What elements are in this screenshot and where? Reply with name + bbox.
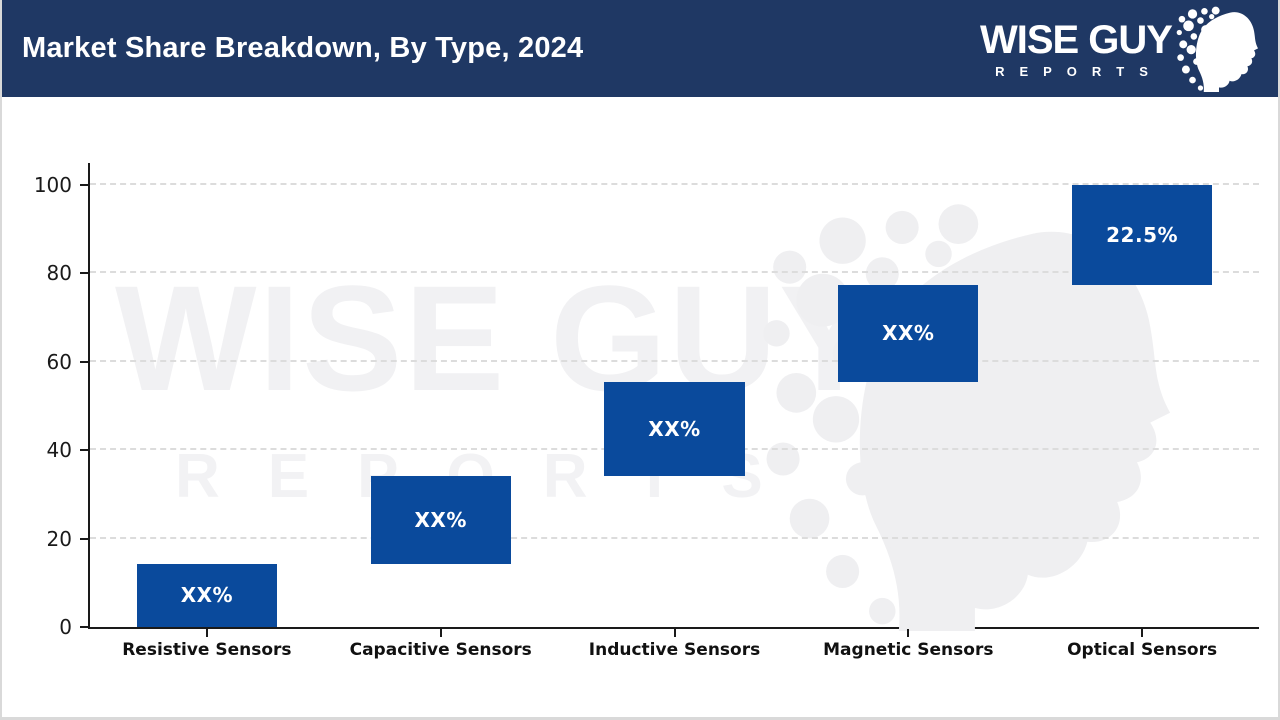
y-axis-tick-80 <box>80 272 88 275</box>
gridline-60 <box>90 359 1259 362</box>
y-axis-tick-label-20: 20 <box>46 526 72 551</box>
y-axis-tick-label-0: 0 <box>59 615 72 639</box>
y-axis-tick-label-40: 40 <box>46 438 72 463</box>
gridline-80 <box>90 271 1259 274</box>
page-title: Market Share Breakdown, By Type, 2024 <box>22 32 584 64</box>
bar-value-label-optical-sensors: 22.5% <box>1106 222 1179 247</box>
bar-value-label-inductive-sensors: XX% <box>648 417 701 442</box>
bar-value-label-capacitive-sensors: XX% <box>414 508 467 533</box>
bar-resistive-sensors: XX% <box>136 563 278 627</box>
bar-value-label-resistive-sensors: XX% <box>180 583 234 608</box>
category-label-magnetic-sensors: Magnetic Sensors <box>823 640 994 660</box>
logo-face-icon <box>1176 6 1259 92</box>
x-axis-tick-magnetic-sensors <box>907 629 910 637</box>
logo-wordmark: WISE GUY <box>979 17 1173 62</box>
watermark-text: WISE GUY <box>115 254 882 422</box>
plot-area: WISE GUY REPORTS 020406080100XX%Resistiv… <box>34 163 1259 660</box>
y-axis-tick-0 <box>80 626 88 628</box>
x-axis-tick-capacitive-sensors <box>439 629 442 637</box>
y-axis-tick-label-80: 80 <box>46 261 72 286</box>
gridline-100 <box>90 183 1259 186</box>
category-label-resistive-sensors: Resistive Sensors <box>122 640 292 660</box>
y-axis-tick-40 <box>80 449 88 452</box>
category-label-capacitive-sensors: Capacitive Sensors <box>349 640 532 660</box>
bar-magnetic-sensors: XX% <box>838 284 979 383</box>
logo-text: WISE GUY REPORTS <box>979 17 1173 79</box>
y-axis-tick-100 <box>80 184 88 187</box>
brand-logo: WISE GUY REPORTS <box>980 6 1260 92</box>
x-axis-tick-resistive-sensors <box>205 629 208 637</box>
bar-value-label-magnetic-sensors: XX% <box>882 321 935 346</box>
y-axis-tick-60 <box>80 360 88 363</box>
y-axis-tick-20 <box>80 537 88 540</box>
category-label-optical-sensors: Optical Sensors <box>1067 640 1218 660</box>
y-axis-tick-label-100: 100 <box>33 173 72 198</box>
bar-inductive-sensors: XX% <box>604 382 745 477</box>
y-axis-tick-label-60: 60 <box>46 349 72 374</box>
logo-reports-text: REPORTS <box>995 63 1163 79</box>
x-axis-tick-inductive-sensors <box>673 629 676 637</box>
category-label-inductive-sensors: Inductive Sensors <box>588 640 761 660</box>
x-axis-tick-optical-sensors <box>1141 629 1144 637</box>
chart-area: WISE GUY REPORTS 020406080100XX%Resistiv… <box>2 97 1278 717</box>
gridline-20 <box>90 536 1259 539</box>
bar-capacitive-sensors: XX% <box>370 476 511 564</box>
bar-optical-sensors: 22.5% <box>1071 185 1213 285</box>
header: Market Share Breakdown, By Type, 2024 WI… <box>2 0 1278 97</box>
